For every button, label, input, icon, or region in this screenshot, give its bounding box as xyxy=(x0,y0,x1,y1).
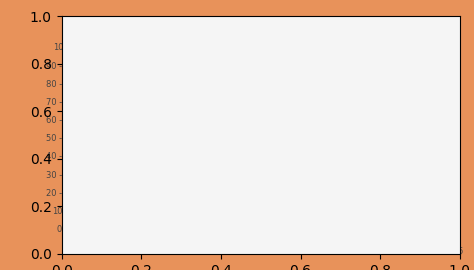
Bar xyxy=(207,148,270,164)
Bar xyxy=(270,202,319,218)
Bar xyxy=(270,76,342,91)
Bar xyxy=(270,148,331,164)
Bar xyxy=(179,94,270,109)
Bar xyxy=(219,202,270,218)
Bar xyxy=(213,76,270,91)
Bar xyxy=(214,184,270,200)
Title: Population of Japan: Population of Japan xyxy=(203,20,337,34)
Bar xyxy=(270,166,328,182)
Bar xyxy=(208,112,270,127)
Bar xyxy=(270,57,313,73)
Bar xyxy=(270,221,315,236)
Bar xyxy=(268,39,270,55)
Bar xyxy=(270,39,276,55)
Bar xyxy=(270,112,330,127)
Bar xyxy=(270,130,345,146)
Bar xyxy=(244,57,270,73)
Bar xyxy=(192,130,270,146)
Bar xyxy=(270,94,392,109)
Bar xyxy=(210,166,270,182)
Bar xyxy=(270,184,324,200)
Bar xyxy=(223,221,270,236)
